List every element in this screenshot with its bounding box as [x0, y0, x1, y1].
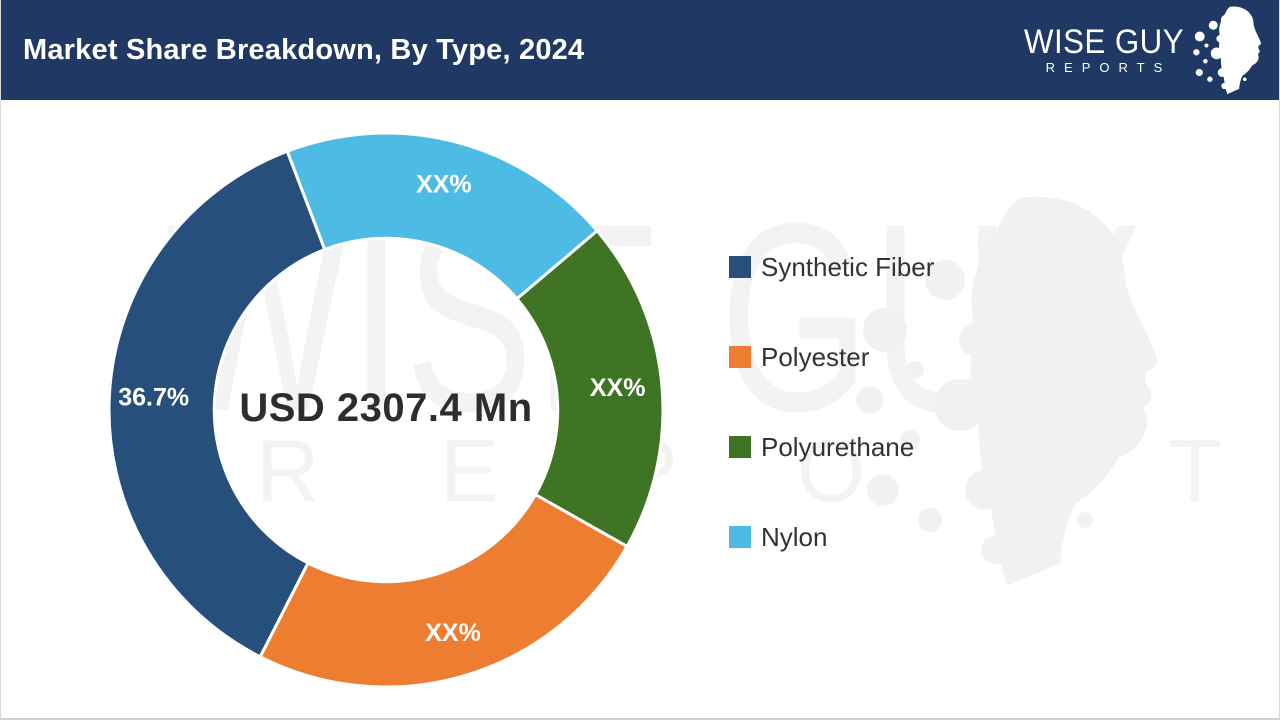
wise-guy-logo: WISE GUY REPORTS [1017, 0, 1265, 100]
legend-item-polyester: Polyester [729, 342, 934, 372]
legend-label-polyurethane: Polyurethane [761, 432, 915, 462]
logo-text: WISE GUY REPORTS [1017, 22, 1191, 76]
page-title: Market Share Breakdown, By Type, 2024 [23, 33, 585, 66]
legend-swatch-synthetic-fiber [729, 256, 751, 278]
donut-svg: 36.7% XX% XX% XX% [107, 131, 665, 689]
legend-label-polyester: Polyester [761, 342, 870, 372]
donut-slice-nylon [285, 131, 599, 301]
legend-label-synthetic-fiber: Synthetic Fiber [761, 252, 935, 282]
legend-label-nylon: Nylon [761, 522, 828, 552]
logo-name: WISE GUY [1023, 22, 1185, 61]
legend-item-nylon: Nylon [729, 522, 934, 552]
legend-swatch-polyester [729, 346, 751, 368]
slice-label-synthetic-fiber: 36.7% [118, 384, 189, 412]
donut-slice-polyurethane [515, 229, 665, 548]
chart-legend: Synthetic Fiber Polyester Polyurethane Nylo… [729, 252, 934, 612]
wise-guy-face-icon [1193, 5, 1265, 95]
legend-item-polyurethane: Polyurethane [729, 432, 934, 462]
legend-swatch-polyurethane [729, 436, 751, 458]
header-bar: Market Share Breakdown, By Type, 2024 WI… [1, 0, 1279, 100]
donut-chart: 36.7% XX% XX% XX% [86, 110, 686, 710]
donut-slice-polyester [258, 493, 629, 689]
slice-label-polyester: XX% [425, 619, 481, 647]
slice-label-polyurethane: XX% [590, 374, 646, 402]
slice-label-nylon: XX% [416, 171, 472, 199]
donut-center-value: USD 2307.4 Mn [239, 386, 533, 430]
logo-subtitle: REPORTS [1045, 60, 1172, 76]
legend-swatch-nylon [729, 526, 751, 548]
donut-slice-synthetic-fiber [107, 149, 327, 659]
legend-item-synthetic-fiber: Synthetic Fiber [729, 252, 934, 282]
